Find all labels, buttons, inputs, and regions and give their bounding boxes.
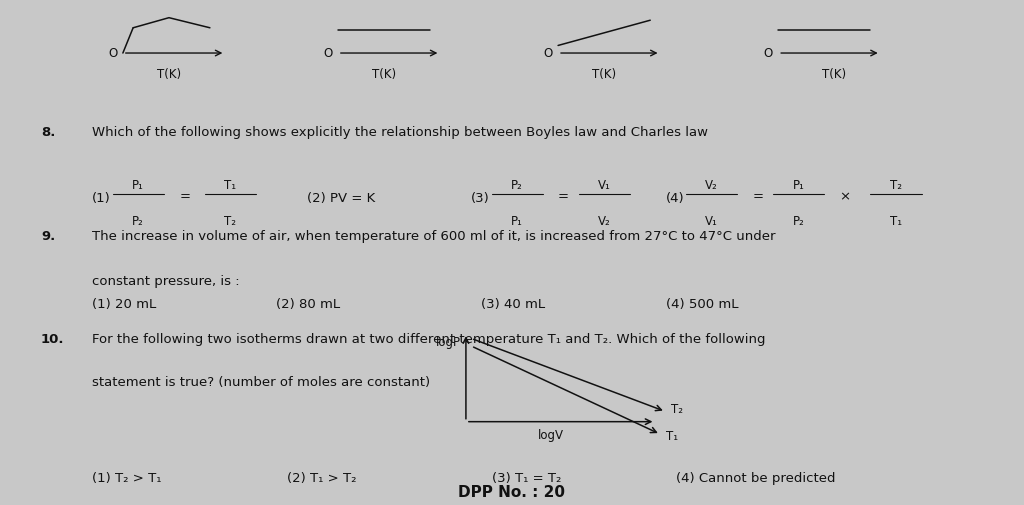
- Text: =: =: [753, 190, 764, 204]
- Text: V₁: V₁: [706, 215, 718, 228]
- Text: (2) 80 mL: (2) 80 mL: [276, 298, 341, 311]
- Text: 10.: 10.: [41, 333, 65, 346]
- Text: logV: logV: [539, 429, 564, 442]
- Text: constant pressure, is :: constant pressure, is :: [92, 275, 240, 288]
- Text: ×: ×: [840, 190, 851, 204]
- Text: (3): (3): [471, 192, 489, 205]
- Text: Which of the following shows explicitly the relationship between Boyles law and : Which of the following shows explicitly …: [92, 126, 709, 139]
- Text: V₂: V₂: [598, 215, 610, 228]
- Text: 8.: 8.: [41, 126, 55, 139]
- Text: T₂: T₂: [224, 215, 237, 228]
- Text: (4) 500 mL: (4) 500 mL: [666, 298, 738, 311]
- Text: O: O: [544, 46, 553, 60]
- Text: T(K): T(K): [822, 68, 847, 81]
- Text: =: =: [558, 190, 569, 204]
- Text: (4) Cannot be predicted: (4) Cannot be predicted: [676, 472, 836, 485]
- Text: logP: logP: [436, 336, 461, 349]
- Text: (1) 20 mL: (1) 20 mL: [92, 298, 157, 311]
- Text: (3) 40 mL: (3) 40 mL: [481, 298, 546, 311]
- Text: (2) T₁ > T₂: (2) T₁ > T₂: [287, 472, 356, 485]
- Text: T₁: T₁: [666, 430, 678, 443]
- Text: P₂: P₂: [793, 215, 805, 228]
- Text: DPP No. : 20: DPP No. : 20: [459, 485, 565, 500]
- Text: T₂: T₂: [671, 402, 683, 416]
- Text: P₁: P₁: [511, 215, 523, 228]
- Text: For the following two isotherms drawn at two different temperature T₁ and T₂. Wh: For the following two isotherms drawn at…: [92, 333, 766, 346]
- Text: T(K): T(K): [157, 68, 181, 81]
- Text: P₂: P₂: [132, 215, 144, 228]
- Text: T(K): T(K): [592, 68, 616, 81]
- Text: (2) PV = K: (2) PV = K: [307, 192, 376, 205]
- Text: O: O: [764, 46, 773, 60]
- Text: (3) T₁ = T₂: (3) T₁ = T₂: [492, 472, 561, 485]
- Text: T₁: T₁: [224, 179, 237, 192]
- Text: statement is true? (number of moles are constant): statement is true? (number of moles are …: [92, 376, 430, 389]
- Text: (4): (4): [666, 192, 684, 205]
- Text: T₁: T₁: [890, 215, 902, 228]
- Text: P₁: P₁: [132, 179, 144, 192]
- Text: V₁: V₁: [598, 179, 610, 192]
- Text: O: O: [109, 46, 118, 60]
- Text: T(K): T(K): [372, 68, 396, 81]
- Text: (1): (1): [92, 192, 111, 205]
- Text: O: O: [324, 46, 333, 60]
- Text: P₂: P₂: [511, 179, 523, 192]
- Text: 9.: 9.: [41, 230, 55, 243]
- Text: (1) T₂ > T₁: (1) T₂ > T₁: [92, 472, 162, 485]
- Text: T₂: T₂: [890, 179, 902, 192]
- Text: =: =: [179, 190, 190, 204]
- Text: V₂: V₂: [706, 179, 718, 192]
- Text: The increase in volume of air, when temperature of 600 ml of it, is increased fr: The increase in volume of air, when temp…: [92, 230, 775, 243]
- Text: P₁: P₁: [793, 179, 805, 192]
